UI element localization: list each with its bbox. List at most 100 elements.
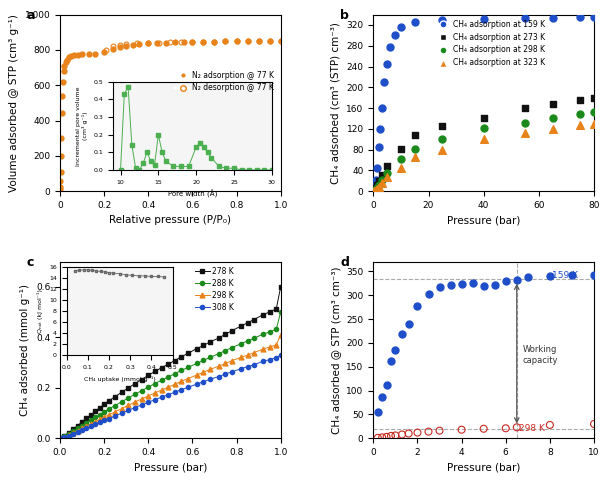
308 K xyxy=(74,429,81,435)
288 K xyxy=(222,348,229,354)
CH₄ adsorption at 273 K xyxy=(548,100,557,108)
CH₄ adsorption at 159 K xyxy=(548,14,557,21)
308 K xyxy=(79,427,86,433)
Legend: N₂ adsorption @ 77 K, N₂ desorption @ 77 K: N₂ adsorption @ 77 K, N₂ desorption @ 77… xyxy=(172,68,277,95)
CH₄ adsorption at 323 K xyxy=(437,146,447,153)
308 K xyxy=(145,399,152,405)
Point xyxy=(373,434,383,442)
278 K xyxy=(83,415,90,421)
298 K xyxy=(96,416,103,422)
CH₄ adsorption at 298 K xyxy=(437,135,447,143)
308 K xyxy=(277,352,284,358)
278 K xyxy=(193,346,200,352)
298 K xyxy=(238,355,245,360)
CH₄ adsorption at 298 K xyxy=(410,145,419,152)
Y-axis label: CH₄ adsorbed @ STP (cm³ cm⁻³): CH₄ adsorbed @ STP (cm³ cm⁻³) xyxy=(331,266,341,434)
288 K xyxy=(151,381,158,387)
298 K xyxy=(272,342,280,348)
Line: 278 K: 278 K xyxy=(58,285,283,440)
288 K xyxy=(266,329,273,335)
CH₄ adsorption at 298 K xyxy=(575,111,585,118)
Point xyxy=(413,302,422,310)
298 K xyxy=(215,363,223,369)
Point xyxy=(404,320,413,328)
278 K xyxy=(251,317,258,322)
Point xyxy=(404,430,413,437)
288 K xyxy=(259,331,266,337)
288 K xyxy=(178,368,185,374)
278 K xyxy=(259,312,266,318)
Point xyxy=(435,427,445,434)
288 K xyxy=(87,417,94,423)
308 K xyxy=(229,369,236,375)
288 K xyxy=(244,338,251,344)
278 K xyxy=(92,409,99,414)
Point xyxy=(512,276,521,284)
308 K xyxy=(125,408,132,413)
Point xyxy=(413,429,422,436)
Point xyxy=(479,425,488,432)
Text: 298 K: 298 K xyxy=(519,424,545,432)
CH₄ adsorption at 298 K xyxy=(479,124,488,131)
288 K xyxy=(171,371,178,376)
298 K xyxy=(222,360,229,366)
308 K xyxy=(101,417,108,423)
Point xyxy=(589,271,599,279)
CH₄ adsorption at 273 K xyxy=(520,104,530,112)
278 K xyxy=(56,435,64,441)
Point xyxy=(501,424,511,432)
288 K xyxy=(145,384,152,390)
CH₄ adsorption at 273 K xyxy=(589,94,599,102)
CH₄ adsorption at 298 K xyxy=(589,108,599,115)
278 K xyxy=(96,405,103,411)
278 K xyxy=(244,320,251,326)
278 K xyxy=(272,306,280,312)
288 K xyxy=(56,435,64,441)
CH₄ adsorption at 323 K xyxy=(370,187,380,194)
CH₄ adsorption at 323 K xyxy=(589,120,599,128)
298 K xyxy=(171,381,178,387)
Line: 298 K: 298 K xyxy=(58,333,283,441)
Point xyxy=(435,282,445,290)
288 K xyxy=(101,409,108,415)
278 K xyxy=(229,328,236,334)
CH₄ adsorption at 159 K xyxy=(382,60,392,68)
CH₄ adsorption at 323 K xyxy=(369,187,379,195)
288 K xyxy=(164,374,172,380)
298 K xyxy=(193,372,200,378)
288 K xyxy=(200,357,207,363)
308 K xyxy=(92,421,99,427)
CH₄ adsorption at 323 K xyxy=(373,185,382,193)
CH₄ adsorption at 298 K xyxy=(382,169,392,177)
CH₄ adsorption at 273 K xyxy=(373,181,382,189)
308 K xyxy=(83,425,90,431)
CH₄ adsorption at 298 K xyxy=(520,119,530,127)
X-axis label: Relative pressure (P/P₀): Relative pressure (P/P₀) xyxy=(109,215,232,225)
308 K xyxy=(193,381,200,387)
CH₄ adsorption at 323 K xyxy=(371,186,381,194)
288 K xyxy=(118,399,125,405)
Point xyxy=(377,433,387,441)
Point xyxy=(391,346,400,354)
298 K xyxy=(266,344,273,350)
278 K xyxy=(158,365,165,371)
Point xyxy=(373,408,383,416)
CH₄ adsorption at 159 K xyxy=(371,176,381,184)
278 K xyxy=(266,309,273,315)
278 K xyxy=(87,412,94,418)
278 K xyxy=(74,423,81,429)
CH₄ adsorption at 159 K xyxy=(373,164,382,172)
308 K xyxy=(222,371,229,377)
288 K xyxy=(138,388,145,393)
Text: d: d xyxy=(340,257,349,269)
278 K xyxy=(171,357,178,363)
298 K xyxy=(200,369,207,375)
298 K xyxy=(74,428,81,433)
CH₄ adsorption at 273 K xyxy=(371,184,381,191)
298 K xyxy=(79,426,86,431)
278 K xyxy=(112,394,119,400)
Point xyxy=(386,357,396,365)
Point xyxy=(567,271,577,279)
Text: b: b xyxy=(340,9,349,22)
CH₄ adsorption at 273 K xyxy=(479,114,488,122)
